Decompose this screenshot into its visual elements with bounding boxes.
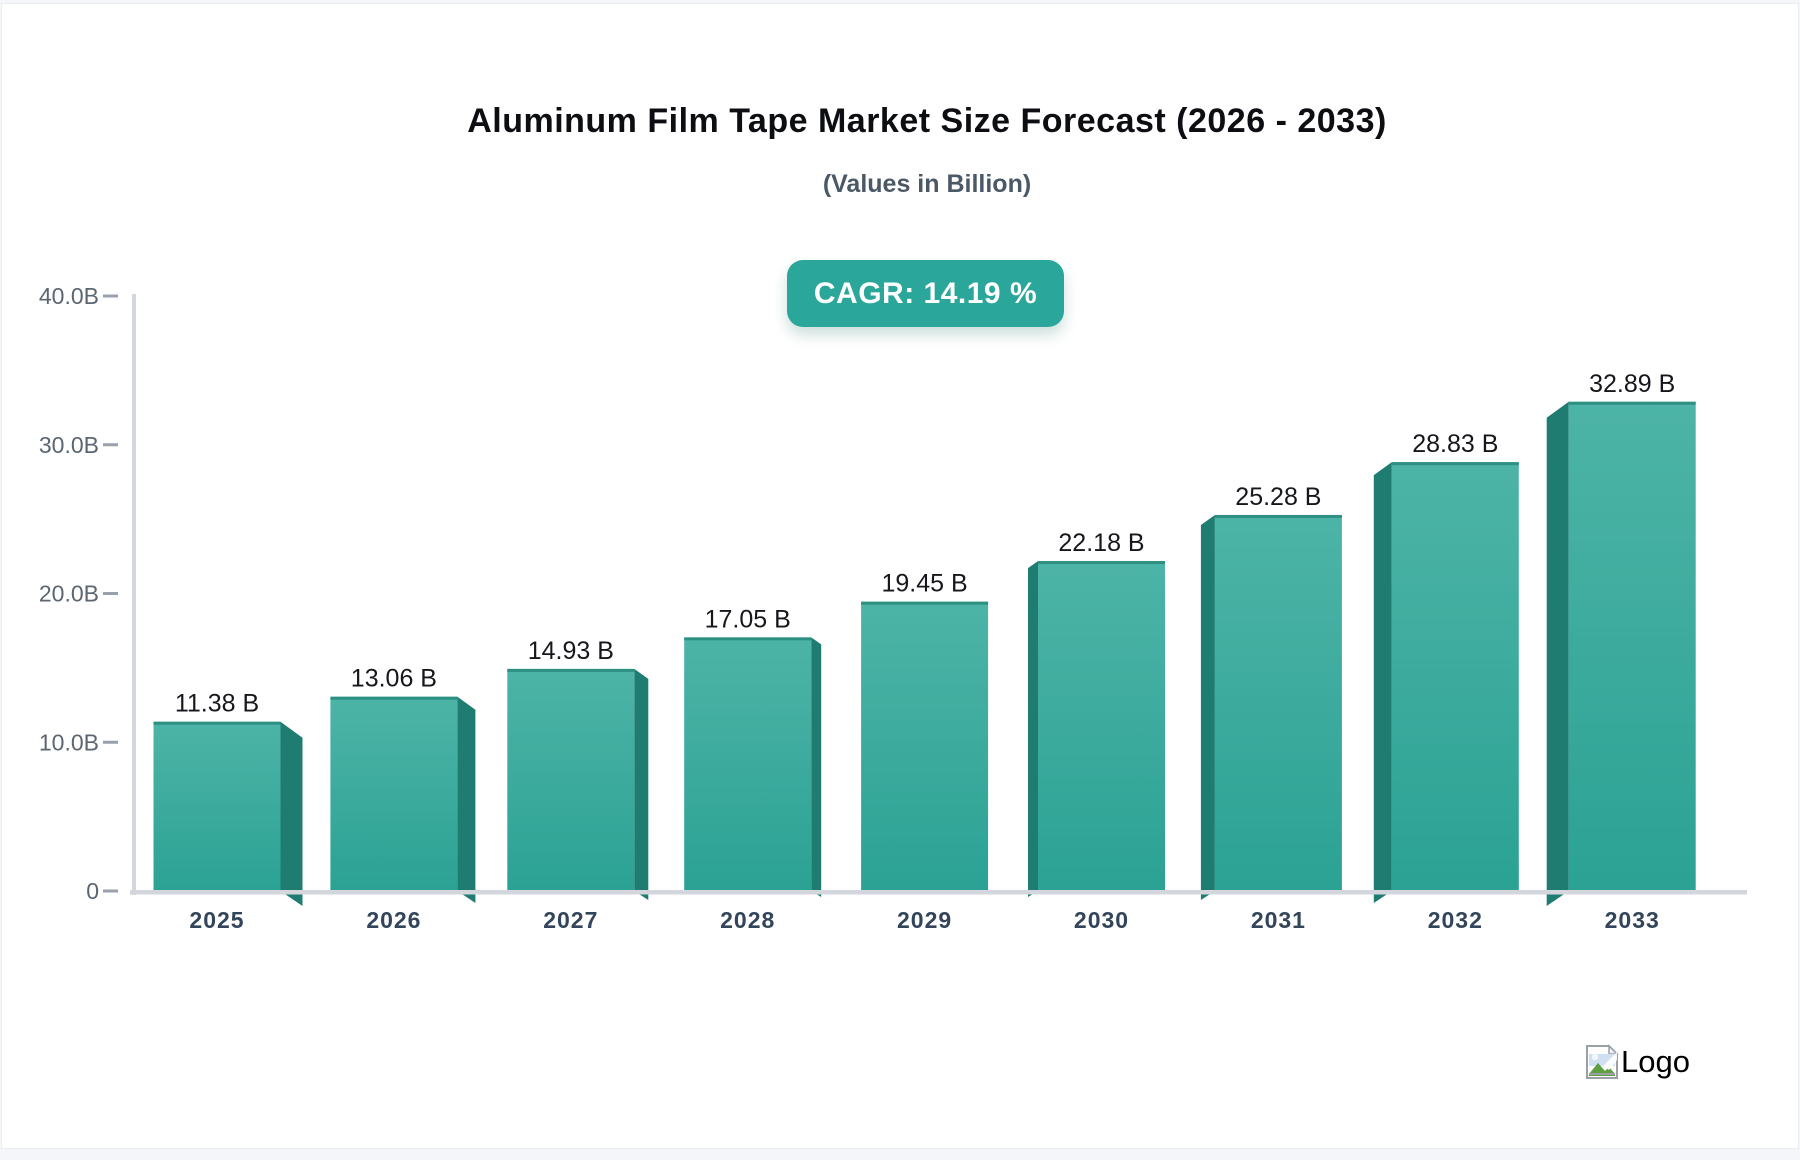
bar-2029: 19.45 B [861,570,989,891]
x-axis-label-2032: 2032 [1428,907,1483,933]
bar-2025: 11.38 B [153,690,303,906]
bar-value-label: 17.05 B [705,605,791,633]
bar-value-label: 19.45 B [882,570,968,598]
bar-top-edge [153,721,281,725]
logo: Logo [1585,1040,1690,1084]
bar-top-edge [1038,561,1165,565]
chart-card: Aluminum Film Tape Market Size Forecast … [1,3,1799,1149]
bar-front-face [1214,514,1342,891]
bar-value-label: 32.89 B [1589,370,1675,398]
bar-2030: 22.18 B [1028,529,1165,897]
bar-side-face [1546,401,1569,906]
bar-front-face [861,601,989,891]
bar-value-label: 14.93 B [528,637,614,665]
bar-value-label: 13.06 B [351,665,437,693]
bar-2032: 28.83 B [1373,430,1519,903]
y-tick [103,740,118,744]
bar-2026: 13.06 B [330,665,476,903]
y-tick [103,889,118,893]
bar-front-face [684,637,812,891]
x-axis-label-2028: 2028 [720,907,775,933]
bar-front-face [507,668,635,891]
x-axis-line [130,890,1747,895]
x-axis-label-2033: 2033 [1605,907,1660,933]
bar-front-face [153,721,281,891]
bar-side-face [457,696,476,903]
x-axis-label-2025: 2025 [189,907,244,933]
bar-value-label: 25.28 B [1235,483,1321,511]
bar-side-face [1373,462,1392,903]
bar-side-face [811,637,822,897]
bar-chart: 0 10.0B 20.0B 30.0B 40.0B 11.38 B 13.06 B 14.93… [39,283,1747,933]
bar-value-label: 11.38 B [175,690,259,718]
chart-title: Aluminum Film Tape Market Size Forecast … [467,102,1387,140]
y-tick-label: 20.0B [39,581,99,607]
y-tick [103,443,118,447]
bar-2028: 17.05 B [684,605,822,897]
y-axis-line [132,294,136,895]
bar-top-edge [1391,462,1519,466]
bar-side-face [1028,561,1038,897]
bar-2033: 32.89 B [1546,370,1696,906]
bar-top-edge [330,696,458,700]
bar-top-edge [1568,401,1696,405]
bar-front-face [1391,462,1519,891]
bar-value-label: 28.83 B [1412,430,1498,458]
broken-image-icon [1586,1044,1619,1079]
x-axis-label-2029: 2029 [897,907,952,933]
x-axis-label-2031: 2031 [1251,907,1306,933]
bar-top-edge [1214,514,1342,518]
bar-front-face [1568,401,1696,891]
chart-subtitle: (Values in Billion) [822,170,1032,198]
bar-top-edge [507,668,635,672]
y-tick-label: 10.0B [39,729,99,755]
bar-side-face [280,721,303,906]
bar-2027: 14.93 B [507,637,649,900]
bar-front-face [330,696,458,891]
x-axis-label-2030: 2030 [1074,907,1129,933]
bar-top-edge [684,637,812,641]
y-tick [103,294,118,298]
bar-top-edge [861,601,989,605]
logo-alt-text: Logo [1621,1044,1690,1079]
bar-side-face [634,668,649,900]
bar-side-face [1200,514,1215,900]
cagr-badge: CAGR: 14.19 % [787,260,1064,327]
y-tick-label: 30.0B [39,432,99,458]
y-tick-label: 0 [86,878,99,904]
x-axis-label-2027: 2027 [543,907,598,933]
bar-front-face [1038,561,1165,891]
bar-2031: 25.28 B [1200,483,1342,900]
y-tick [103,592,118,595]
x-axis-label-2026: 2026 [366,907,421,933]
bar-value-label: 22.18 B [1058,529,1144,557]
y-tick-label: 40.0B [39,283,99,309]
